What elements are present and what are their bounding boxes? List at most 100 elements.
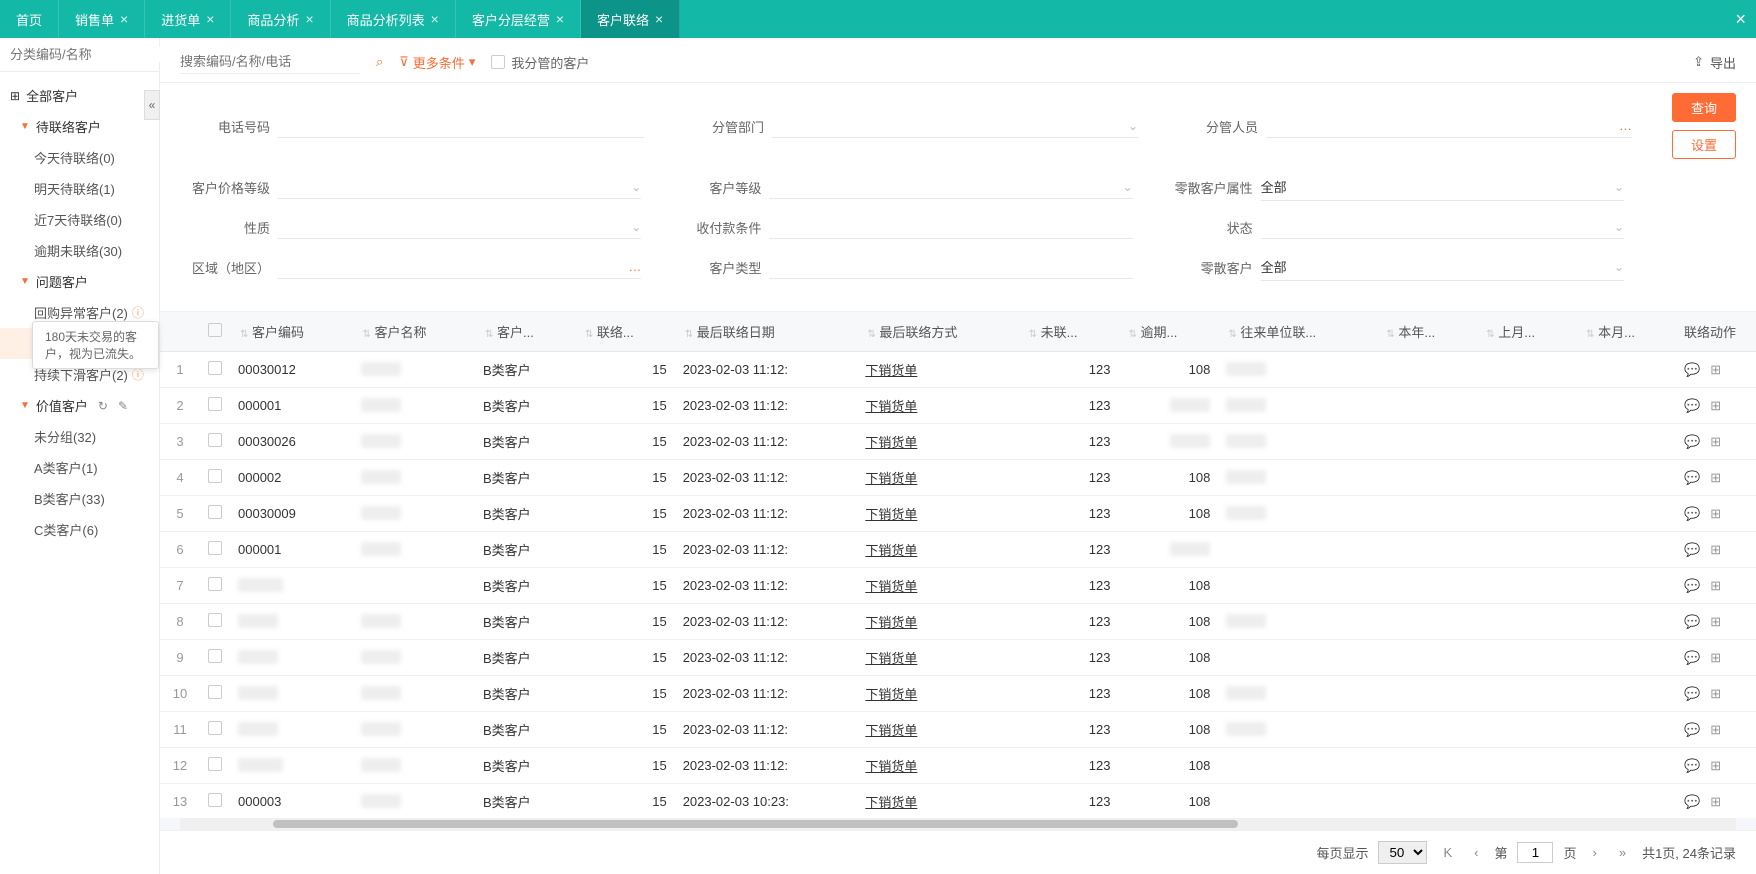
search-input[interactable] [180, 50, 360, 74]
refresh-icon[interactable]: ↻ [98, 399, 108, 413]
close-all-tabs-icon[interactable]: × [1735, 9, 1746, 30]
col-header[interactable]: ⇅ 最后联络日期 [675, 312, 858, 352]
method-link[interactable]: 下销货单 [865, 363, 917, 378]
tab[interactable]: 商品分析列表× [331, 0, 456, 38]
chat-icon[interactable]: 💬 [1684, 794, 1700, 810]
row-checkbox[interactable] [208, 361, 222, 375]
qr-icon[interactable]: ⊞ [1710, 722, 1721, 738]
qr-icon[interactable]: ⊞ [1710, 650, 1721, 666]
method-link[interactable]: 下销货单 [865, 543, 917, 558]
chevron-down-icon[interactable]: ⌄ [1123, 180, 1133, 194]
export-button[interactable]: ⇪ 导出 [1693, 53, 1736, 72]
col-header[interactable]: ⇅ 最后联络方式 [857, 312, 1018, 352]
col-header[interactable]: ⇅ 往来单位联... [1218, 312, 1376, 352]
method-link[interactable]: 下销货单 [865, 507, 917, 522]
filter-input[interactable] [769, 215, 1132, 239]
page-input[interactable] [1517, 842, 1553, 863]
ellipsis-icon[interactable]: … [1619, 118, 1632, 133]
method-link[interactable]: 下销货单 [865, 471, 917, 486]
chat-icon[interactable]: 💬 [1684, 470, 1700, 486]
method-link[interactable]: 下销货单 [865, 579, 917, 594]
tab[interactable]: 客户联络× [581, 0, 680, 38]
filter-input[interactable]: ⌄ [1261, 215, 1624, 239]
filter-input[interactable]: 全部⌄ [1261, 173, 1624, 201]
qr-icon[interactable]: ⊞ [1710, 470, 1721, 486]
filter-input[interactable]: … [1266, 114, 1632, 138]
qr-icon[interactable]: ⊞ [1710, 434, 1721, 450]
col-header[interactable]: ⇅ 上月... [1476, 312, 1576, 352]
qr-icon[interactable]: ⊞ [1710, 506, 1721, 522]
next-page-button[interactable]: › [1587, 845, 1603, 860]
chevron-down-icon[interactable]: ⌄ [1614, 260, 1624, 274]
chat-icon[interactable]: 💬 [1684, 542, 1700, 558]
method-link[interactable]: 下销货单 [865, 759, 917, 774]
tree-leaf[interactable]: 近7天待联络(0) [0, 204, 159, 235]
row-checkbox[interactable] [208, 613, 222, 627]
col-header[interactable]: ⇅ 客户... [475, 312, 575, 352]
qr-icon[interactable]: ⊞ [1710, 542, 1721, 558]
edit-icon[interactable]: ✎ [118, 399, 128, 413]
row-checkbox[interactable] [208, 649, 222, 663]
horizontal-scrollbar[interactable] [180, 818, 1736, 830]
row-checkbox[interactable] [208, 397, 222, 411]
tree-leaf[interactable]: 明天待联络(1) [0, 173, 159, 204]
row-checkbox[interactable] [208, 685, 222, 699]
chat-icon[interactable]: 💬 [1684, 686, 1700, 702]
tab[interactable]: 进货单× [145, 0, 231, 38]
qr-icon[interactable]: ⊞ [1710, 362, 1721, 378]
row-checkbox[interactable] [208, 433, 222, 447]
qr-icon[interactable]: ⊞ [1710, 686, 1721, 702]
tab[interactable]: 客户分层经营× [456, 0, 581, 38]
last-page-button[interactable]: » [1613, 845, 1632, 860]
query-button[interactable]: 查询 [1672, 93, 1736, 122]
chevron-down-icon[interactable]: ⌄ [1128, 119, 1138, 133]
tree-group[interactable]: ▼问题客户 [0, 266, 159, 297]
row-checkbox[interactable] [208, 505, 222, 519]
tree-group[interactable]: ▼价值客户↻✎ [0, 390, 159, 421]
col-header[interactable]: ⇅ 客户编码 [230, 312, 353, 352]
chat-icon[interactable]: 💬 [1684, 506, 1700, 522]
chat-icon[interactable]: 💬 [1684, 578, 1700, 594]
select-all-checkbox[interactable] [208, 323, 222, 337]
tree-leaf[interactable]: 逾期未联络(30) [0, 235, 159, 266]
filter-input[interactable]: ⌄ [278, 215, 641, 239]
close-icon[interactable]: × [305, 11, 313, 27]
row-checkbox[interactable] [208, 541, 222, 555]
tree-leaf[interactable]: A类客户(1) [0, 452, 159, 483]
method-link[interactable]: 下销货单 [865, 723, 917, 738]
method-link[interactable]: 下销货单 [865, 651, 917, 666]
info-icon[interactable]: ⓘ [132, 304, 144, 321]
col-header[interactable]: ⇅ 联络... [575, 312, 675, 352]
chat-icon[interactable]: 💬 [1684, 362, 1700, 378]
row-checkbox[interactable] [208, 757, 222, 771]
method-link[interactable]: 下销货单 [865, 399, 917, 414]
col-header[interactable]: ⇅ 未联... [1019, 312, 1119, 352]
close-icon[interactable]: × [655, 11, 663, 27]
chat-icon[interactable]: 💬 [1684, 650, 1700, 666]
my-customers-checkbox[interactable]: 我分管的客户 [491, 53, 589, 72]
qr-icon[interactable]: ⊞ [1710, 794, 1721, 810]
col-header[interactable]: ⇅ 本月... [1576, 312, 1676, 352]
tab[interactable]: 首页 [0, 0, 59, 38]
settings-button[interactable]: 设置 [1672, 130, 1736, 159]
filter-input[interactable] [278, 114, 644, 138]
close-icon[interactable]: × [556, 11, 564, 27]
method-link[interactable]: 下销货单 [865, 687, 917, 702]
chevron-down-icon[interactable]: ⌄ [1614, 220, 1624, 234]
filter-input[interactable]: … [278, 255, 641, 279]
close-icon[interactable]: × [120, 11, 128, 27]
qr-icon[interactable]: ⊞ [1710, 578, 1721, 594]
filter-input[interactable]: ⌄ [769, 175, 1132, 199]
chat-icon[interactable]: 💬 [1684, 434, 1700, 450]
chat-icon[interactable]: 💬 [1684, 398, 1700, 414]
tab[interactable]: 商品分析× [231, 0, 330, 38]
chat-icon[interactable]: 💬 [1684, 614, 1700, 630]
search-icon[interactable]: ⌕ [376, 54, 383, 70]
col-header[interactable]: ⇅ 逾期... [1118, 312, 1218, 352]
method-link[interactable]: 下销货单 [865, 615, 917, 630]
tree-group[interactable]: ▼待联络客户 [0, 111, 159, 142]
row-checkbox[interactable] [208, 721, 222, 735]
tree-leaf[interactable]: 今天待联络(0) [0, 142, 159, 173]
ellipsis-icon[interactable]: … [628, 259, 641, 274]
qr-icon[interactable]: ⊞ [1710, 758, 1721, 774]
